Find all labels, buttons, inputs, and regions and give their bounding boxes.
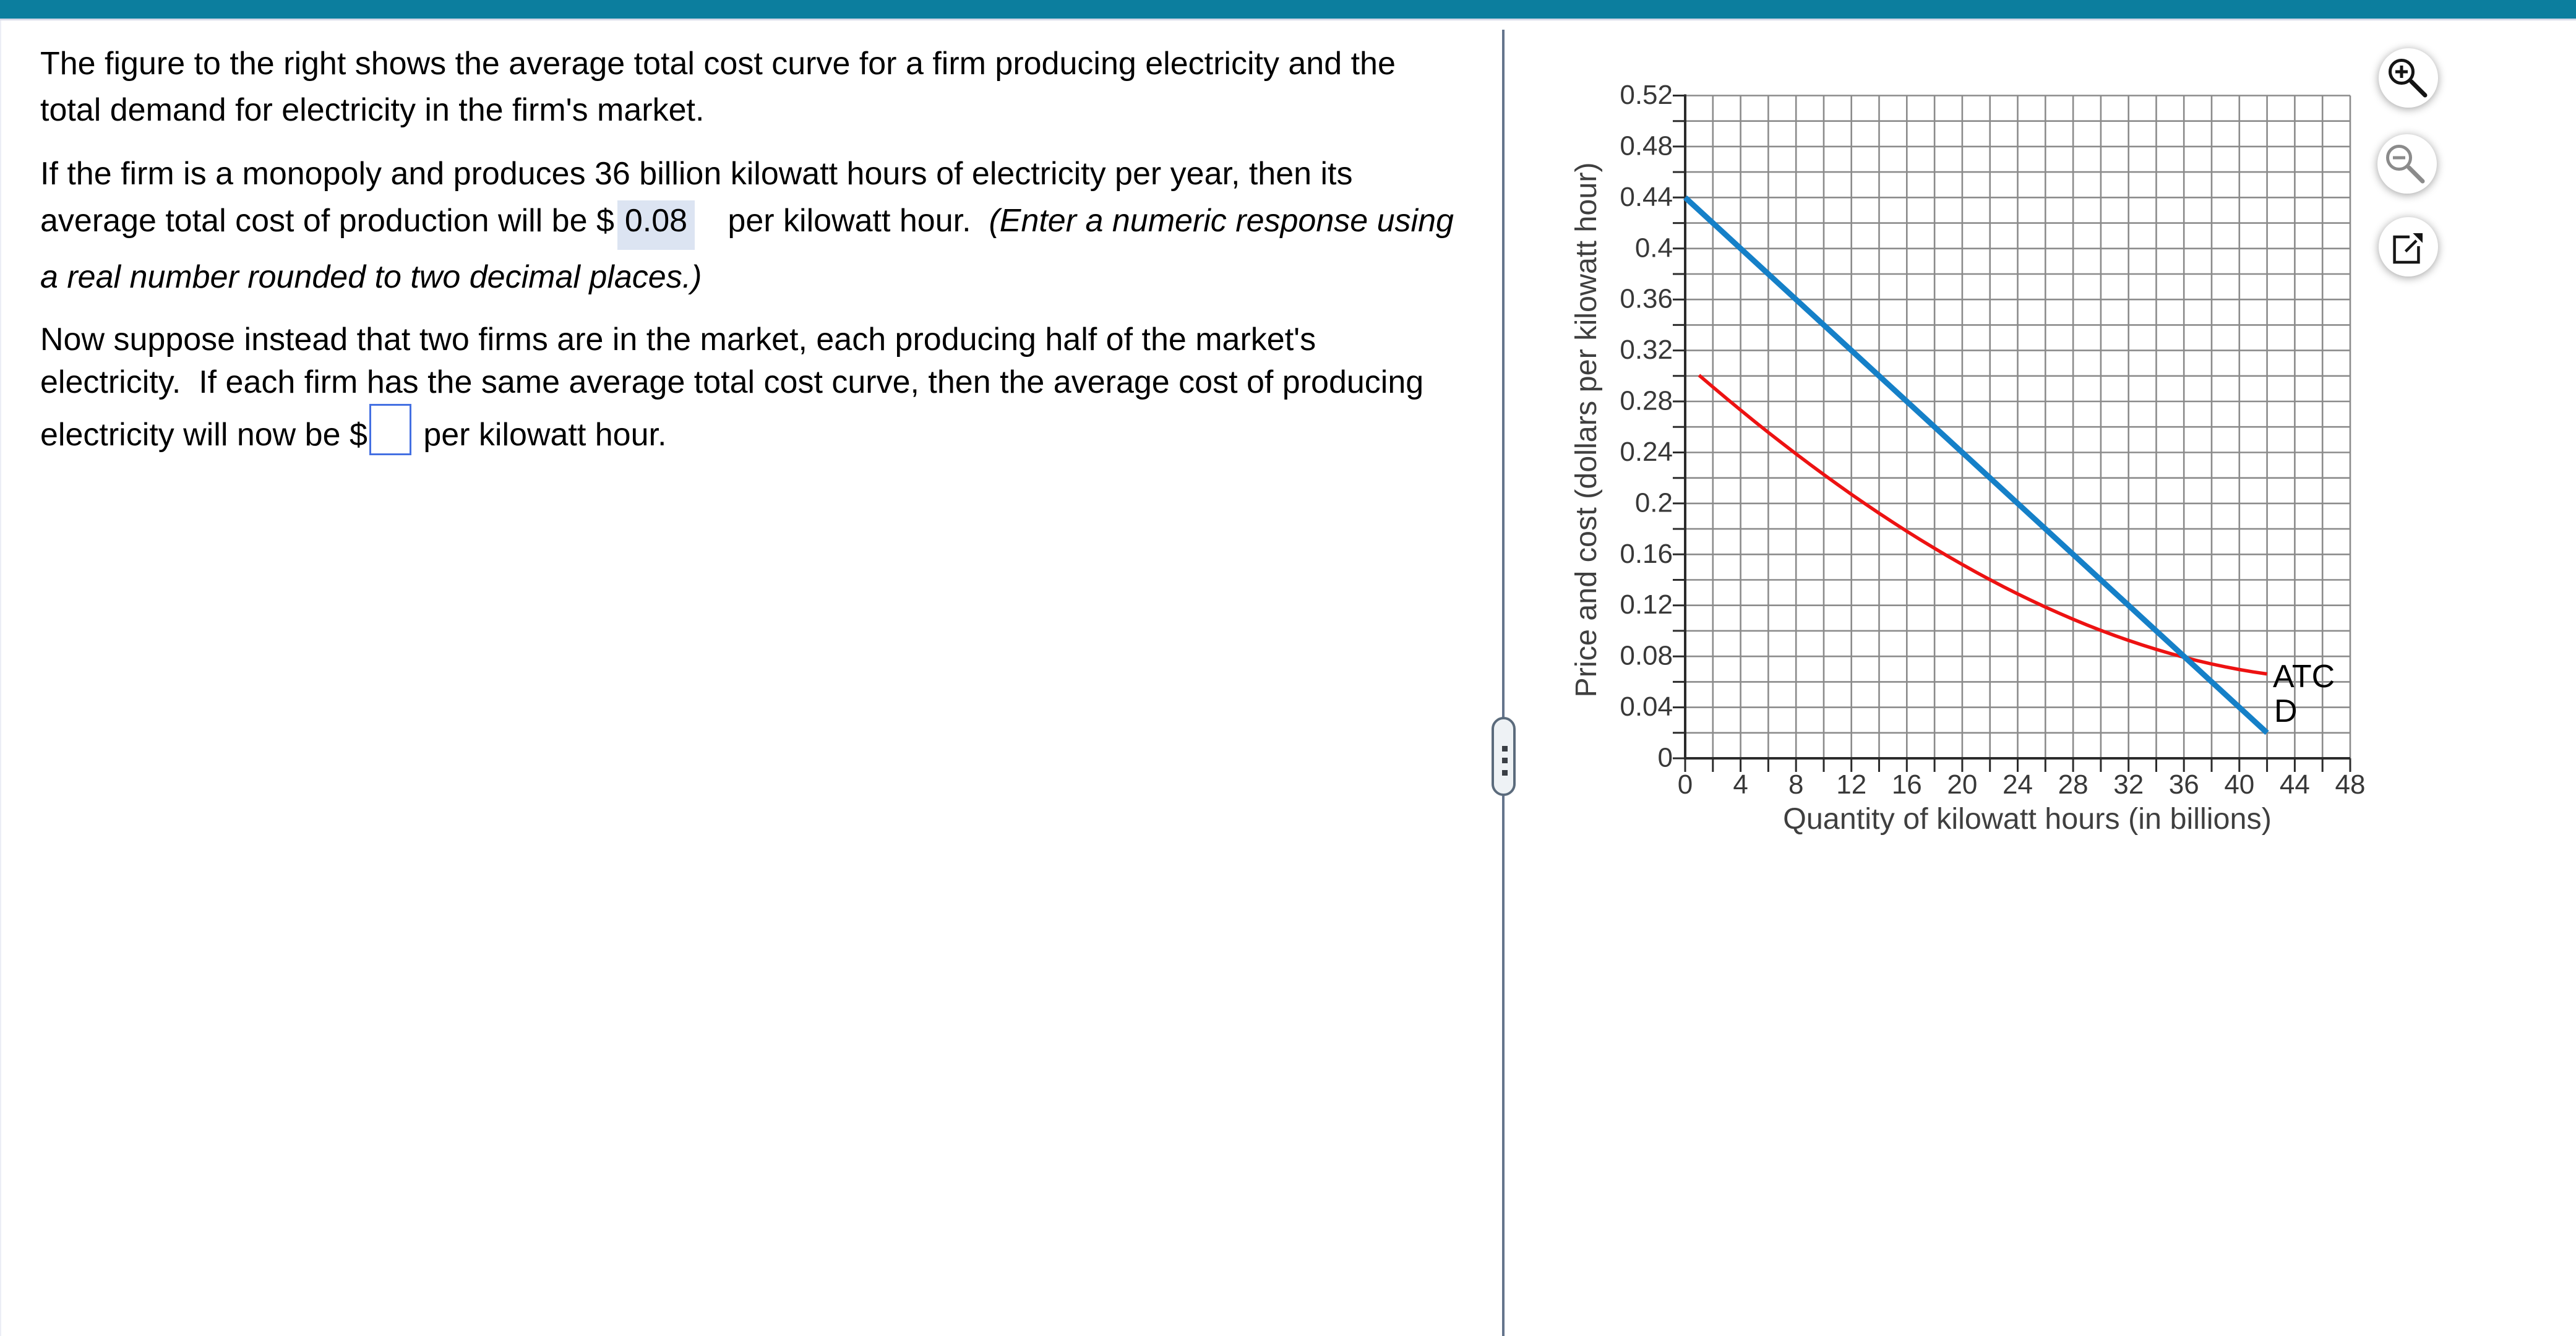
svg-text:20: 20: [1947, 769, 1977, 800]
svg-text:8: 8: [1788, 769, 1803, 800]
svg-text:Quantity of kilowatt hours (in: Quantity of kilowatt hours (in billions): [1783, 802, 2272, 836]
svg-text:32: 32: [2113, 769, 2144, 800]
svg-text:0.4: 0.4: [1635, 233, 1673, 263]
svg-text:0.52: 0.52: [1620, 80, 1673, 110]
svg-text:44: 44: [2280, 769, 2310, 800]
svg-text:0: 0: [1658, 743, 1673, 773]
svg-text:16: 16: [1892, 769, 1922, 800]
svg-text:36: 36: [2169, 769, 2199, 800]
svg-text:0.16: 0.16: [1620, 539, 1673, 569]
svg-text:0.2: 0.2: [1635, 487, 1673, 518]
svg-text:Price and cost (dollars per ki: Price and cost (dollars per kilowatt hou…: [1569, 162, 1603, 697]
svg-text:48: 48: [2335, 769, 2366, 800]
svg-text:0.32: 0.32: [1620, 335, 1673, 365]
svg-text:28: 28: [2058, 769, 2089, 800]
svg-text:40: 40: [2224, 769, 2254, 800]
svg-text:0: 0: [1678, 769, 1693, 800]
svg-text:D: D: [2274, 693, 2298, 729]
svg-text:0.48: 0.48: [1620, 131, 1673, 161]
svg-text:0.04: 0.04: [1620, 692, 1673, 722]
svg-text:0.24: 0.24: [1620, 437, 1673, 467]
svg-text:0.36: 0.36: [1620, 284, 1673, 314]
svg-text:24: 24: [2003, 769, 2033, 800]
svg-text:4: 4: [1733, 769, 1748, 800]
svg-text:0.44: 0.44: [1620, 182, 1673, 212]
svg-text:ATC: ATC: [2273, 659, 2335, 695]
svg-text:0.28: 0.28: [1620, 386, 1673, 416]
svg-text:12: 12: [1836, 769, 1866, 800]
svg-text:0.08: 0.08: [1620, 641, 1673, 671]
svg-text:0.12: 0.12: [1620, 589, 1673, 620]
